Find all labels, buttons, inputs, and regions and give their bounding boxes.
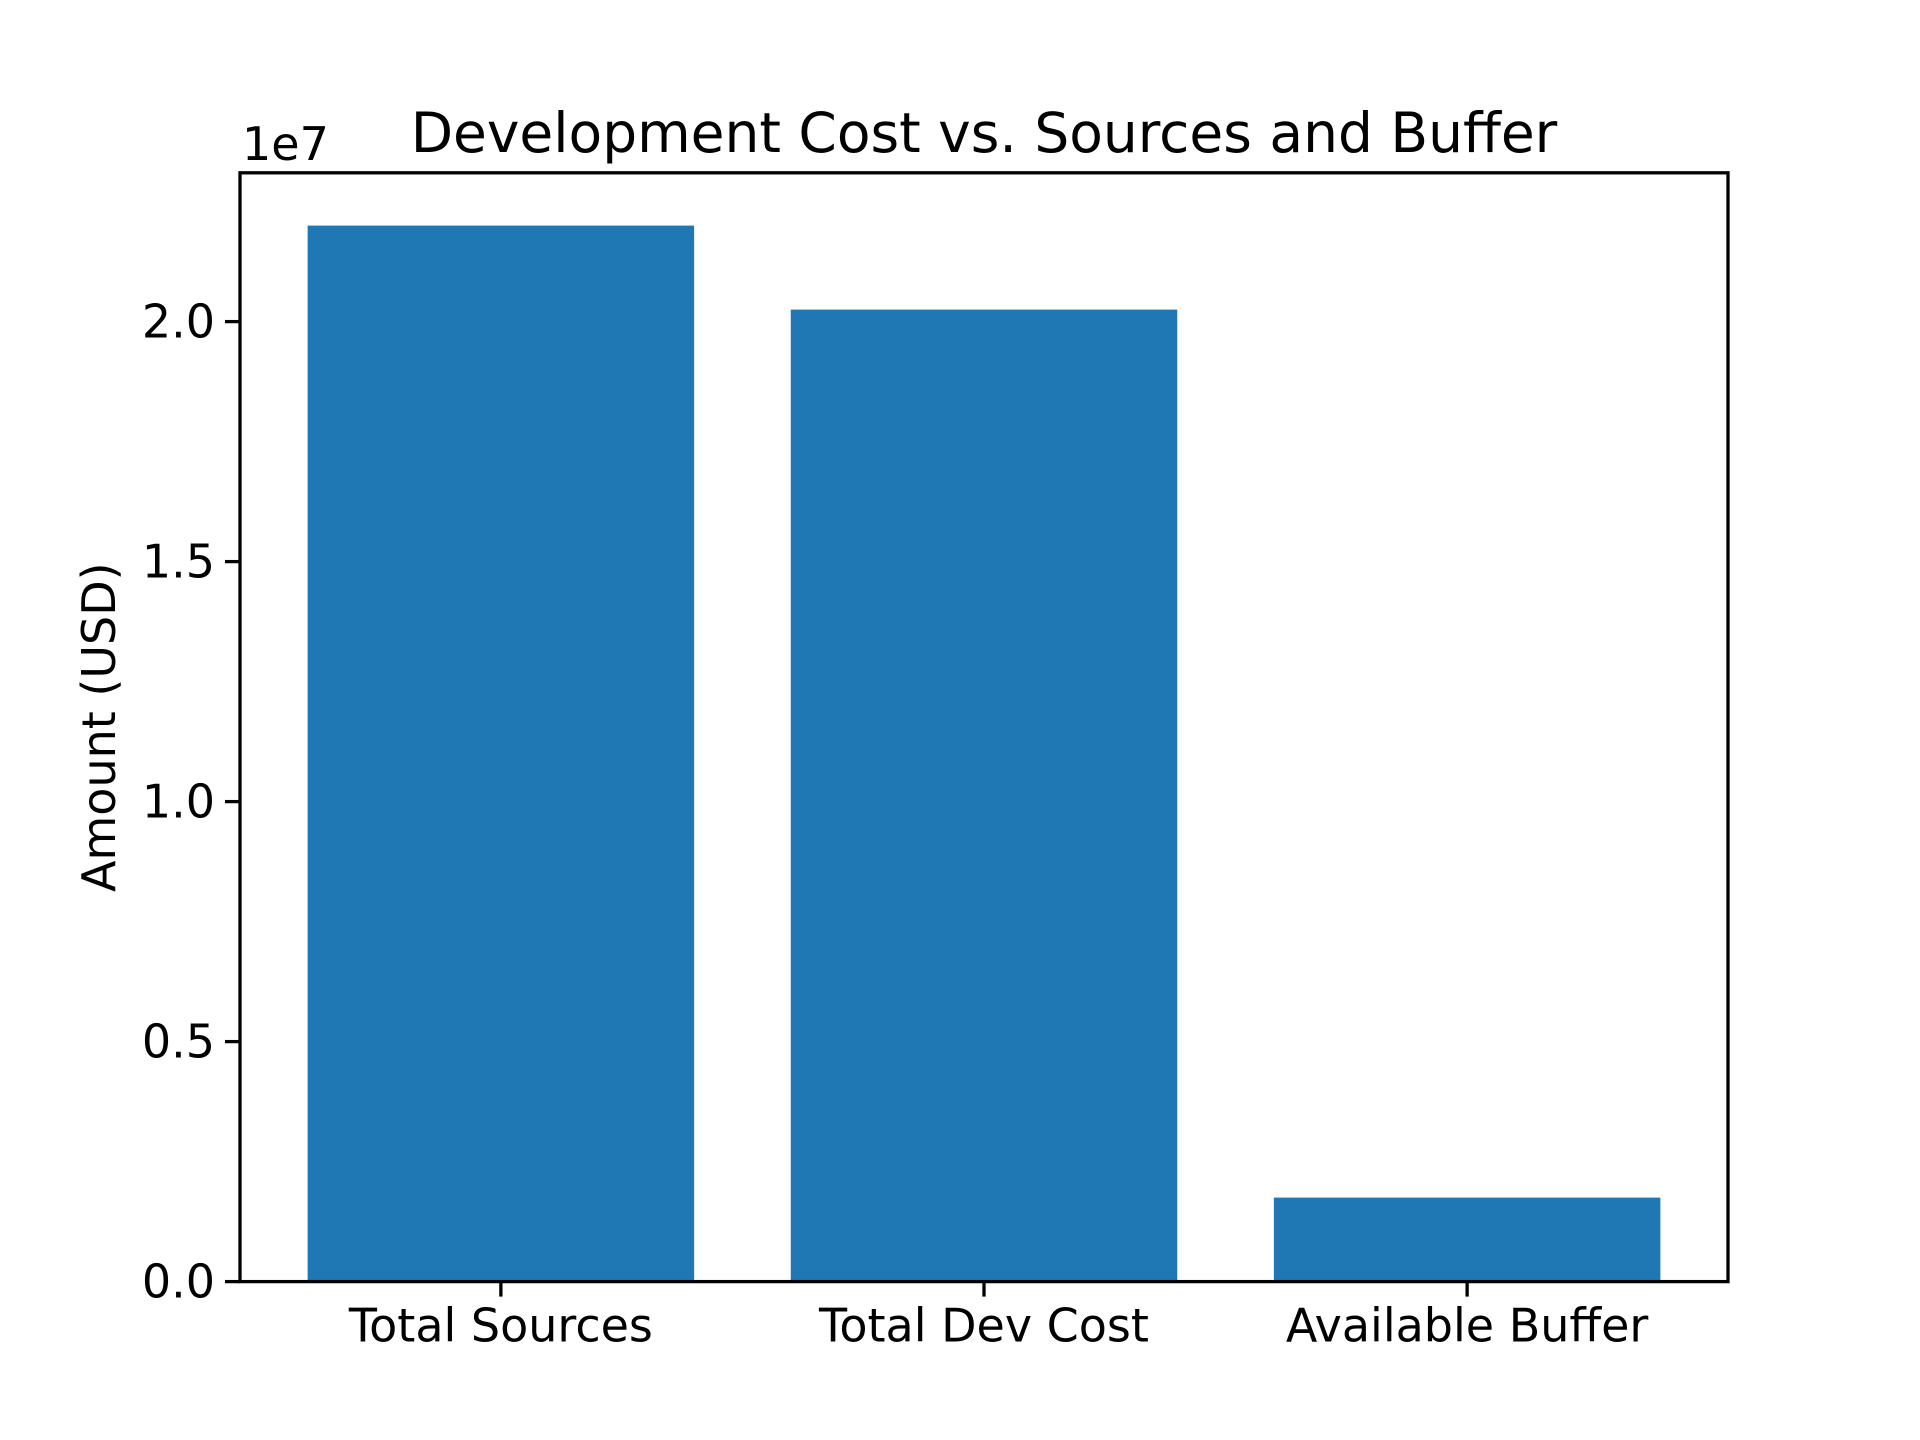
x-tick-label-total-sources: Total Sources <box>348 1299 653 1353</box>
x-tick-label-total-dev-cost: Total Dev Cost <box>818 1299 1149 1353</box>
y-tick-label: 0.0 <box>142 1255 215 1309</box>
y-axis-label: Amount (USD) <box>72 562 126 892</box>
y-tick-label: 1.0 <box>142 775 215 829</box>
x-tick-label-available-buffer: Available Buffer <box>1286 1299 1649 1353</box>
bar-available-buffer <box>1273 1197 1661 1282</box>
y-tick-label: 1.5 <box>142 535 215 589</box>
bar-total-dev-cost <box>790 309 1178 1282</box>
axes-spines <box>238 171 1730 1284</box>
y-tick-label: 0.5 <box>142 1015 215 1069</box>
y-tick-label: 2.0 <box>142 295 215 349</box>
chart-title: Development Cost vs. Sources and Buffer <box>411 101 1558 165</box>
bar-total-sources <box>307 225 695 1282</box>
axis-offset-text: 1e7 <box>242 117 329 171</box>
